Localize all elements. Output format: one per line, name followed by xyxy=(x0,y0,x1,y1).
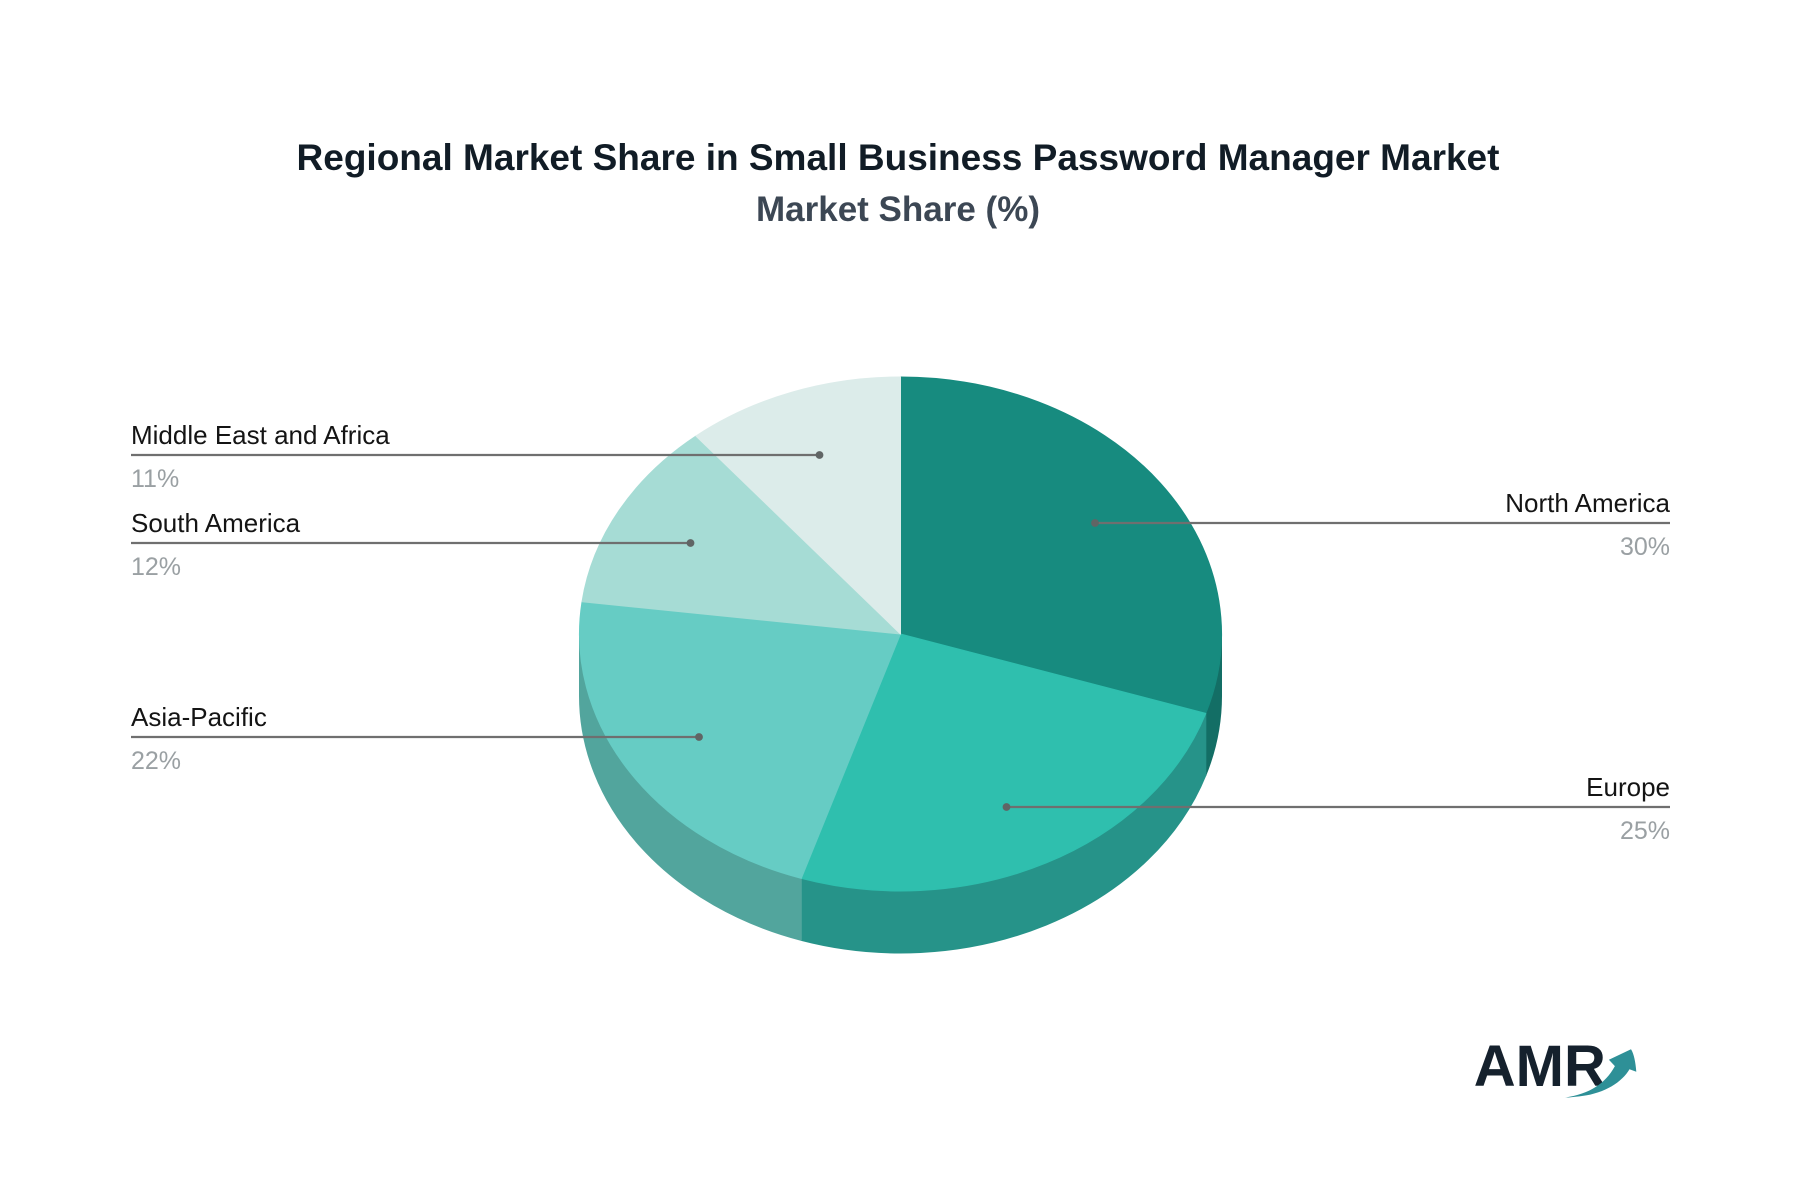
svg-text:Regional Market Share in Small: Regional Market Share in Small Business … xyxy=(297,137,1500,178)
svg-text:Market Share (%): Market Share (%) xyxy=(756,190,1040,229)
svg-text:12%: 12% xyxy=(131,553,181,581)
svg-text:25%: 25% xyxy=(1620,817,1670,845)
svg-text:AMR: AMR xyxy=(1474,1034,1606,1099)
svg-text:Asia-Pacific: Asia-Pacific xyxy=(131,702,267,732)
svg-text:22%: 22% xyxy=(131,747,181,775)
svg-text:North America: North America xyxy=(1505,488,1670,518)
svg-text:Middle East and Africa: Middle East and Africa xyxy=(131,420,390,450)
svg-text:11%: 11% xyxy=(131,465,179,493)
svg-text:30%: 30% xyxy=(1620,533,1670,561)
svg-text:Europe: Europe xyxy=(1586,772,1670,802)
svg-text:South America: South America xyxy=(131,508,301,538)
